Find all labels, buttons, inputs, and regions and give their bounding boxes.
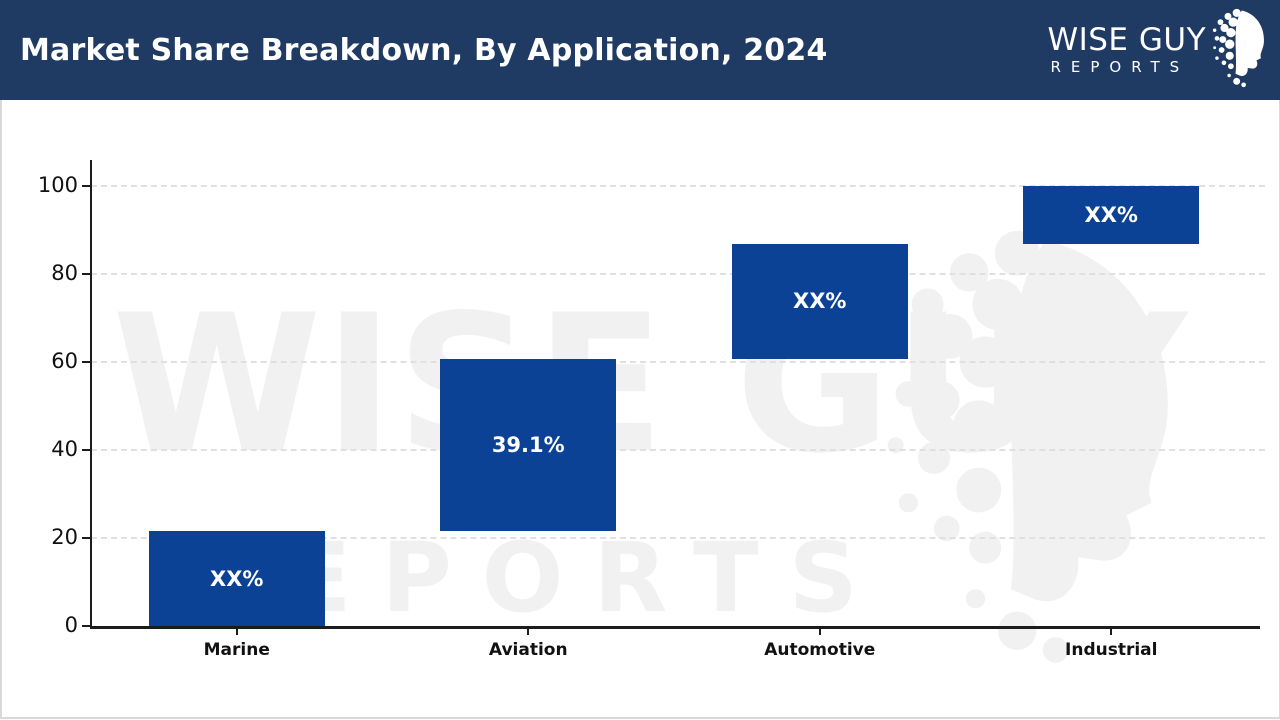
bar-value-label: XX% <box>210 566 264 591</box>
y-tick-label-60: 60 <box>51 349 78 373</box>
bar-industrial: XX% <box>1023 186 1200 244</box>
bar-value-label: 39.1% <box>491 433 565 458</box>
x-category-label-marine: Marine <box>203 640 270 660</box>
gridline-y-60 <box>91 361 1265 363</box>
y-tick-label-20: 20 <box>51 525 78 549</box>
wise-guy-reports-logo: WISE GUY REPORTS <box>1047 0 1268 100</box>
y-tick-80 <box>82 273 90 275</box>
bar-aviation: 39.1% <box>440 359 617 532</box>
gridline-y-80 <box>91 273 1265 275</box>
y-tick-label-40: 40 <box>51 437 78 461</box>
x-tick-industrial <box>1110 629 1113 635</box>
logo-wordmark: WISE GUY <box>1047 22 1206 58</box>
x-tick-aviation <box>527 629 530 635</box>
y-tick-label-80: 80 <box>51 261 78 285</box>
y-tick-label-100: 100 <box>37 173 78 197</box>
gridline-y-100 <box>91 185 1265 187</box>
logo-text: WISE GUY REPORTS <box>1047 25 1206 75</box>
x-tick-marine <box>235 629 238 635</box>
page-title: Market Share Breakdown, By Application, … <box>20 32 828 68</box>
gridline-y-20 <box>91 537 1265 539</box>
y-tick-20 <box>82 537 90 539</box>
y-tick-0 <box>82 625 90 627</box>
bar-value-label: XX% <box>1084 202 1138 227</box>
y-tick-60 <box>82 361 90 363</box>
x-category-label-aviation: Aviation <box>488 640 568 660</box>
gridline-y-40 <box>91 449 1265 451</box>
dotted-head-icon <box>1212 8 1264 88</box>
x-category-label-industrial: Industrial <box>1065 640 1158 660</box>
plot-region: 0 20 40 60 80 100 XX% Marine 39.1% Aviation XX% Aut… <box>2 100 1279 717</box>
bar-value-label: XX% <box>793 289 847 314</box>
bar-automotive: XX% <box>731 243 908 360</box>
y-tick-label-0: 0 <box>64 613 78 637</box>
y-tick-40 <box>82 449 90 451</box>
header-banner: Market Share Breakdown, By Application, … <box>0 0 1280 100</box>
logo-subtext: REPORTS <box>1050 58 1190 76</box>
y-axis-line <box>90 160 92 628</box>
bar-marine: XX% <box>148 531 325 626</box>
chart-area: WISE GUY REPORTS 0 20 40 60 80 100 XX% Marine 39… <box>0 100 1280 719</box>
x-category-label-automotive: Automotive <box>764 640 876 660</box>
y-tick-100 <box>82 185 90 187</box>
x-axis-line <box>90 626 1260 629</box>
x-tick-automotive <box>818 629 821 635</box>
